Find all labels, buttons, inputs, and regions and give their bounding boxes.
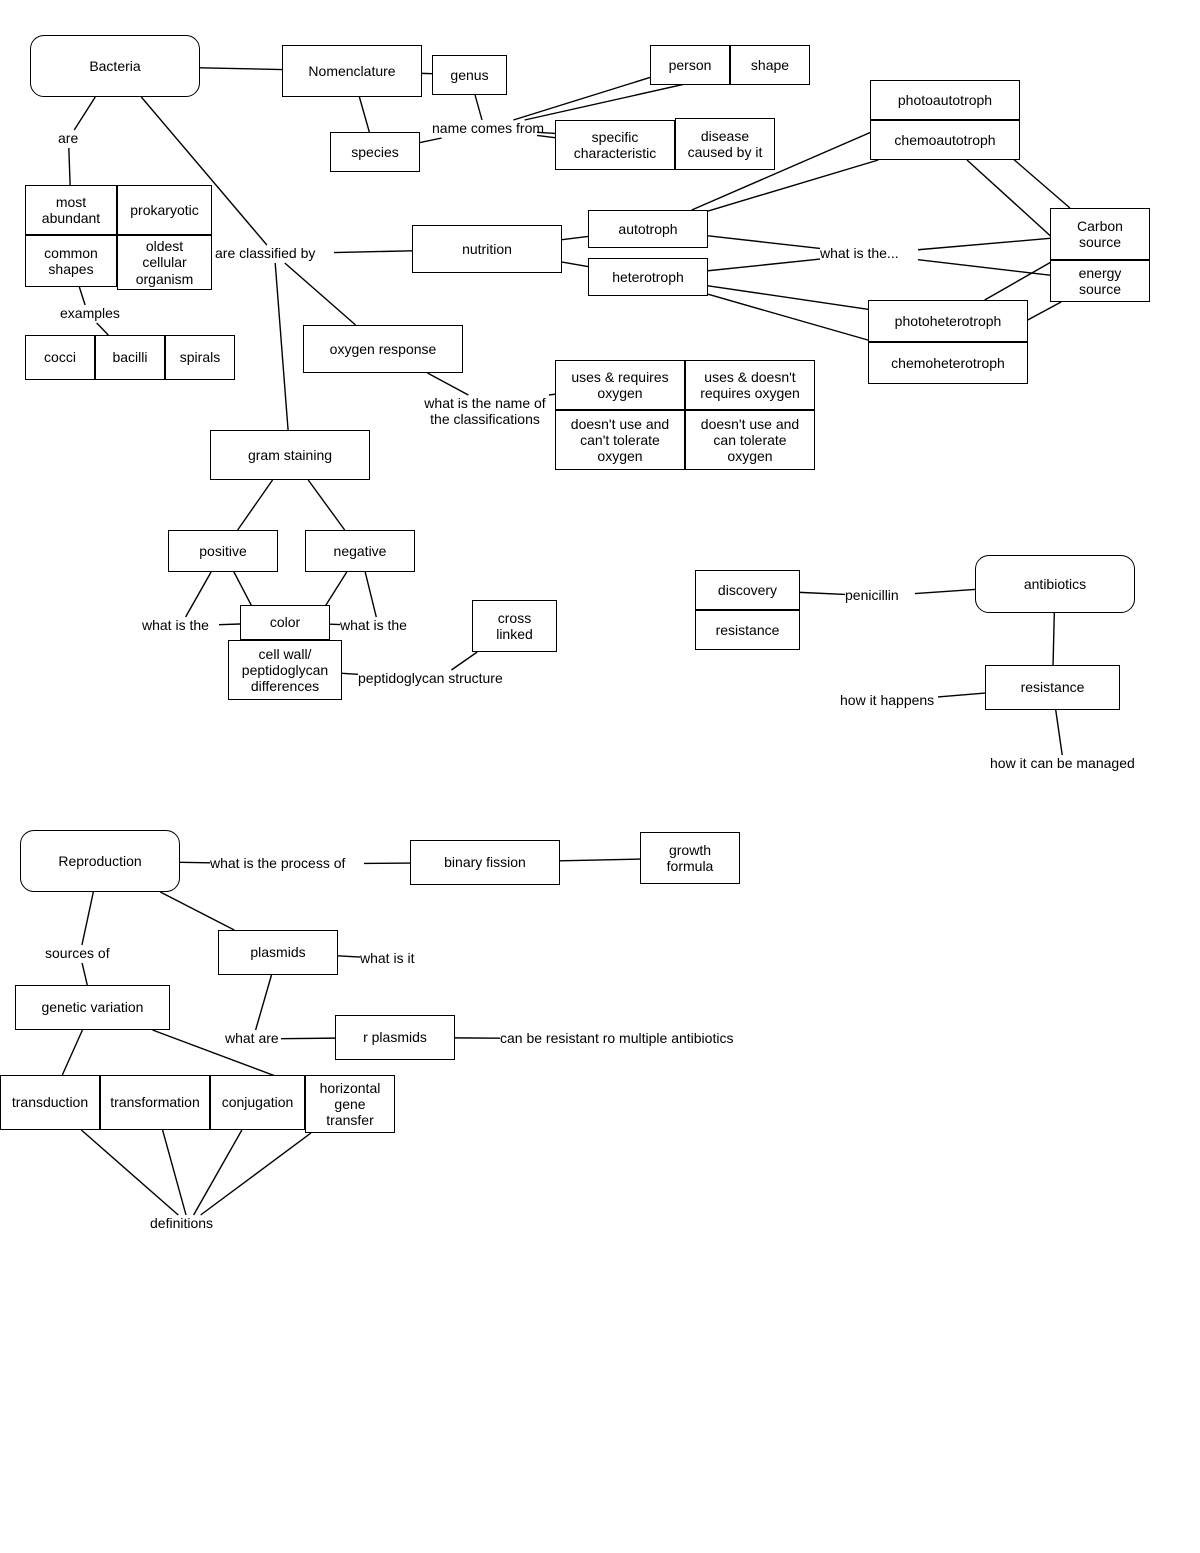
node-nomenclature: Nomenclature <box>282 45 422 97</box>
node-antibiotics: antibiotics <box>975 555 1135 613</box>
label-resist_multi: can be resistant ro multiple antibiotics <box>500 1030 733 1046</box>
node-genus: genus <box>432 55 507 95</box>
node-disease: disease caused by it <box>675 118 775 170</box>
node-positive: positive <box>168 530 278 572</box>
node-reproduction: Reproduction <box>20 830 180 892</box>
node-photoauto: photoautotroph <box>870 80 1020 120</box>
label-examples: examples <box>60 305 120 321</box>
node-ox4: doesn't use and can tolerate oxygen <box>685 410 815 470</box>
node-most_abundant: most abundant <box>25 185 117 235</box>
node-chemohetero: chemoheterotroph <box>868 342 1028 384</box>
label-how_happens: how it happens <box>840 692 934 708</box>
node-horiz_gene: horizontal gene transfer <box>305 1075 395 1133</box>
node-resistance_small: resistance <box>695 610 800 650</box>
label-what_is_the: what is the... <box>820 245 899 261</box>
label-whatis_right: what is the <box>340 617 407 633</box>
node-nutrition: nutrition <box>412 225 562 273</box>
node-r_plasmids: r plasmids <box>335 1015 455 1060</box>
node-ox2: uses & doesn't requires oxygen <box>685 360 815 410</box>
label-penicillin: penicillin <box>845 587 899 603</box>
label-whatis_left: what is the <box>142 617 209 633</box>
label-are: are <box>58 130 78 146</box>
concept-map-canvas: Bacteria Nomenclaturegenus personshape spec… <box>0 0 1200 1553</box>
node-transduction: transduction <box>0 1075 100 1130</box>
node-carbon_src: Carbon source <box>1050 208 1150 260</box>
node-spirals: spirals <box>165 335 235 380</box>
node-genetic_var: genetic variation <box>15 985 170 1030</box>
node-binary_fission: binary fission <box>410 840 560 885</box>
node-oldest_org: oldest cellular organism <box>117 235 212 290</box>
label-definitions: definitions <box>150 1215 213 1231</box>
node-oxygen_resp: oxygen response <box>303 325 463 373</box>
node-shape: shape <box>730 45 810 85</box>
label-classified: are classified by <box>215 245 315 261</box>
node-bacteria: Bacteria <box>30 35 200 97</box>
node-color: color <box>240 605 330 640</box>
label-name_from: name comes from <box>432 120 544 136</box>
node-energy_src: energy source <box>1050 260 1150 302</box>
label-pept_struct: peptidoglycan structure <box>358 670 503 686</box>
node-chemoauto: chemoautotroph <box>870 120 1020 160</box>
node-gram_staining: gram staining <box>210 430 370 480</box>
node-autotroph: autotroph <box>588 210 708 248</box>
node-bacilli: bacilli <box>95 335 165 380</box>
label-what_is_it: what is it <box>360 950 414 966</box>
node-photohetero: photoheterotroph <box>868 300 1028 342</box>
node-species: species <box>330 132 420 172</box>
node-cocci: cocci <box>25 335 95 380</box>
node-negative: negative <box>305 530 415 572</box>
node-cross_linked: cross linked <box>472 600 557 652</box>
label-how_managed: how it can be managed <box>990 755 1135 771</box>
node-spec_char: specific characteristic <box>555 120 675 170</box>
node-resistance_big: resistance <box>985 665 1120 710</box>
node-transformation: transformation <box>100 1075 210 1130</box>
node-cellwall: cell wall/ peptidoglycan differences <box>228 640 342 700</box>
label-process_of: what is the process of <box>210 855 345 871</box>
node-growth_formula: growth formula <box>640 832 740 884</box>
node-person: person <box>650 45 730 85</box>
label-sources_of: sources of <box>45 945 110 961</box>
node-discovery: discovery <box>695 570 800 610</box>
label-ox_label: what is the name of the classifications <box>420 395 550 427</box>
node-ox3: doesn't use and can't tolerate oxygen <box>555 410 685 470</box>
node-prokaryotic: prokaryotic <box>117 185 212 235</box>
label-what_are: what are <box>225 1030 279 1046</box>
node-plasmids: plasmids <box>218 930 338 975</box>
node-heterotroph: heterotroph <box>588 258 708 296</box>
node-common_shapes: common shapes <box>25 235 117 287</box>
node-conjugation: conjugation <box>210 1075 305 1130</box>
node-ox1: uses & requires oxygen <box>555 360 685 410</box>
